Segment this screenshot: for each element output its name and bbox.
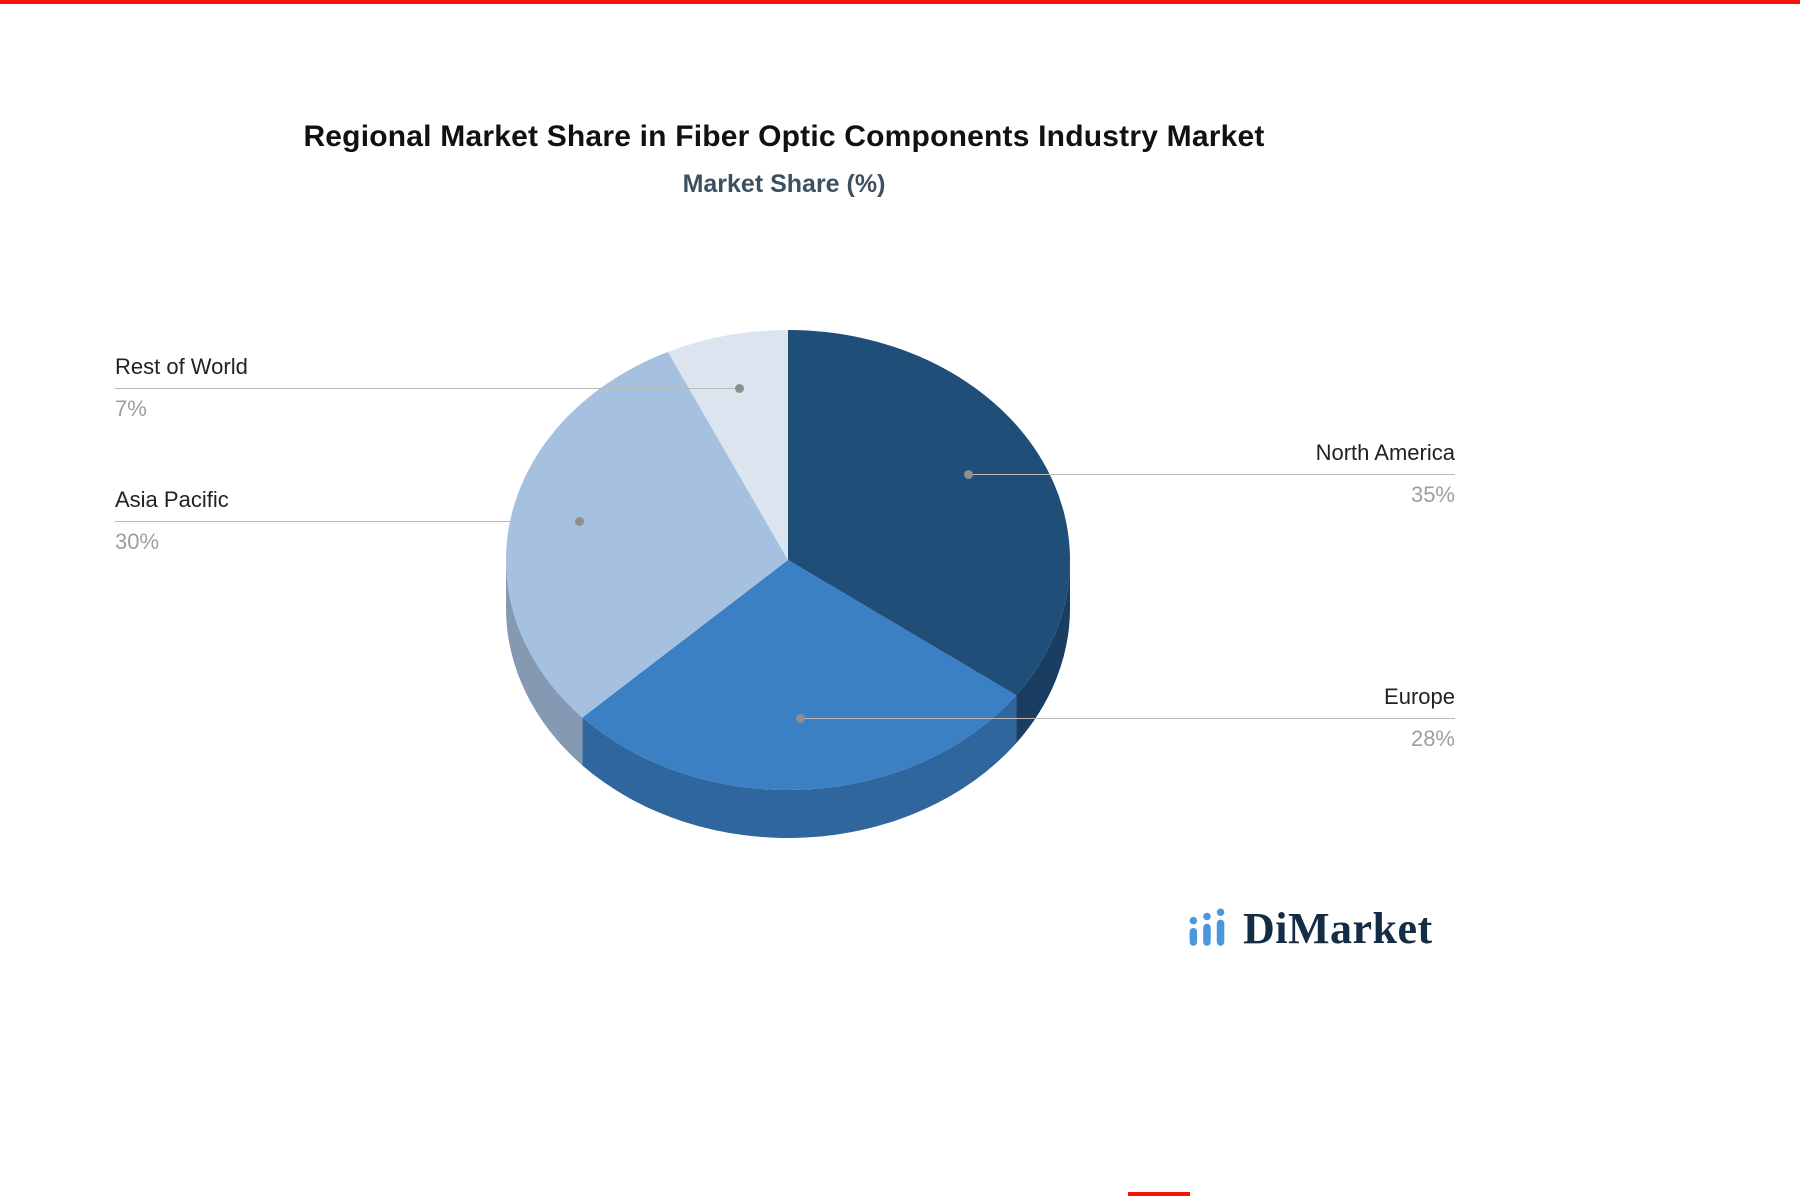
bottom-accent-mark	[1128, 1192, 1190, 1196]
brand-name: DiMarket	[1243, 904, 1433, 953]
slice-annotation-north-america: North America 35%	[964, 440, 1455, 508]
slice-annotation-asia-pacific: Asia Pacific 30%	[115, 487, 584, 555]
slice-label: Rest of World	[115, 354, 248, 379]
chart-subtitle: Market Share (%)	[682, 170, 886, 198]
slice-percentage: 7%	[115, 396, 147, 421]
pie-slice-side-north-america	[1016, 560, 1070, 744]
slice-label: Asia Pacific	[115, 487, 229, 512]
pie-slice-side-europe	[582, 695, 1017, 838]
slice-annotation-europe: Europe 28%	[796, 684, 1455, 752]
leader-dot	[964, 470, 973, 479]
pie-slice-rest-of-world[interactable]	[667, 330, 788, 560]
slice-percentage: 28%	[1410, 726, 1455, 751]
leader-dot	[735, 384, 744, 393]
leader-line	[796, 714, 1455, 723]
pie-slice-north-america[interactable]	[788, 330, 1070, 696]
brand-logo: DiMarket	[1185, 903, 1433, 954]
chart-title: Regional Market Share in Fiber Optic Com…	[303, 120, 1265, 153]
bar-chart-dots-icon	[1189, 908, 1225, 946]
pie-slice-asia-pacific[interactable]	[506, 351, 788, 718]
leader-line	[115, 517, 584, 526]
slice-annotation-rest-of-world: Rest of World 7%	[115, 354, 744, 422]
slice-percentage: 30%	[115, 529, 160, 554]
pie-slice-side-asia-pacific	[506, 560, 583, 766]
slice-label: Europe	[1384, 684, 1455, 709]
pie-slice-europe[interactable]	[582, 560, 1017, 791]
leader-dot	[796, 714, 805, 723]
leader-dot	[575, 517, 584, 526]
leader-line	[115, 384, 744, 393]
top-accent-bar	[0, 0, 1800, 4]
leader-line	[964, 470, 1455, 479]
slice-percentage: 35%	[1410, 482, 1455, 507]
slice-label: North America	[1315, 440, 1455, 465]
